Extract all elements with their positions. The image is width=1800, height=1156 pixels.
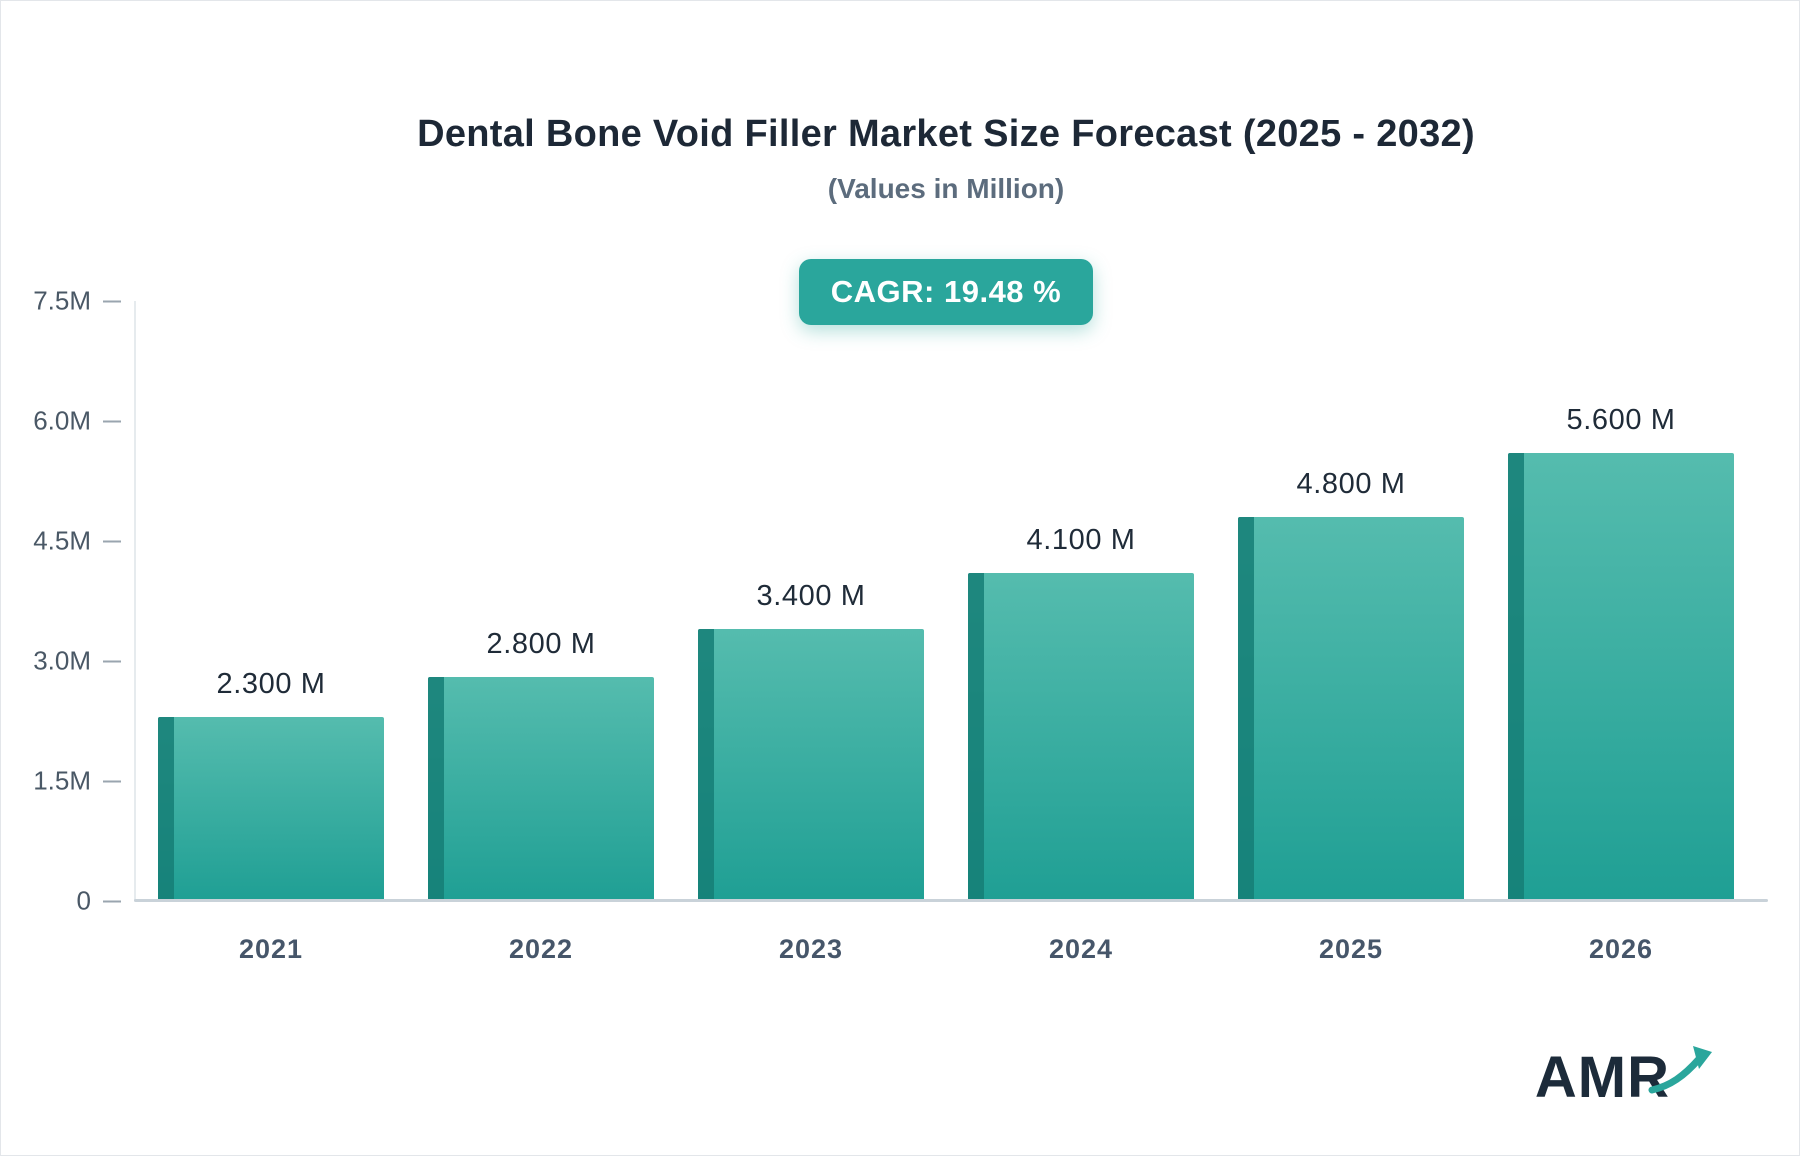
y-tick: 1.5M [33,766,121,797]
bar-value-label: 4.800 M [1296,468,1406,500]
cagr-badge: CAGR: 19.48 % [798,259,1094,325]
y-tick-mark [103,300,121,302]
bar [1507,453,1735,901]
bar-value-label: 3.400 M [756,580,866,612]
bar [697,629,925,901]
x-axis-label: 2026 [1588,934,1654,964]
y-tick-label: 1.5M [33,765,91,796]
bar-group: 5.600 M 2026 [1486,301,1756,964]
bar-value-label: 4.100 M [1026,524,1136,556]
chart-title: Dental Bone Void Filler Market Size Fore… [417,113,1475,155]
y-axis: 7.5M 6.0M 4.5M 3.0M 1.5M 0 [1,286,121,916]
bar-group: 4.100 M 2024 [946,301,1216,964]
plot-area: 2.300 M 2021 2.800 M 2022 3.400 M 2023 4… [136,301,1756,964]
bar-group: 4.800 M 2025 [1216,301,1486,964]
y-tick-mark [103,420,121,422]
chart-subtitle: (Values in Million) [827,173,1065,204]
x-axis-label: 2023 [778,934,844,964]
y-tick-label: 6.0M [33,405,91,436]
bar [157,717,385,901]
bar-value-label: 5.600 M [1566,404,1676,436]
x-axis-label: 2022 [508,934,574,964]
y-tick-mark [103,780,121,782]
bar-value-label: 2.800 M [486,628,596,660]
y-axis-line [134,301,136,901]
y-tick-mark [103,660,121,662]
y-tick-mark [103,900,121,902]
y-tick: 4.5M [33,526,121,557]
bar [427,677,655,901]
bar [1237,517,1465,901]
x-axis-label: 2025 [1318,934,1384,964]
x-axis-label: 2021 [238,934,304,964]
y-tick: 0 [77,886,121,917]
bar-group: 2.800 M 2022 [406,301,676,964]
bar-group: 2.300 M 2021 [136,301,406,964]
bar-value-label: 2.300 M [216,668,326,700]
x-axis-label: 2024 [1048,934,1114,964]
y-tick-label: 4.5M [33,525,91,556]
y-tick: 3.0M [33,646,121,677]
y-tick-label: 3.0M [33,645,91,676]
amr-logo-text: AMR [1534,1045,1670,1110]
y-tick-label: 0 [76,885,91,916]
bar-group: 3.400 M 2023 [676,301,946,964]
bar [967,573,1195,901]
cagr-badge-row: CAGR: 19.48 % [136,259,1756,325]
y-tick: 7.5M [33,286,121,317]
y-tick-label: 7.5M [33,285,91,316]
logo-arrow-icon [1648,1046,1714,1103]
x-axis-line [134,899,1768,902]
y-tick-mark [103,540,121,542]
amr-logo: AMR [1535,1046,1714,1107]
y-tick: 6.0M [33,406,121,437]
